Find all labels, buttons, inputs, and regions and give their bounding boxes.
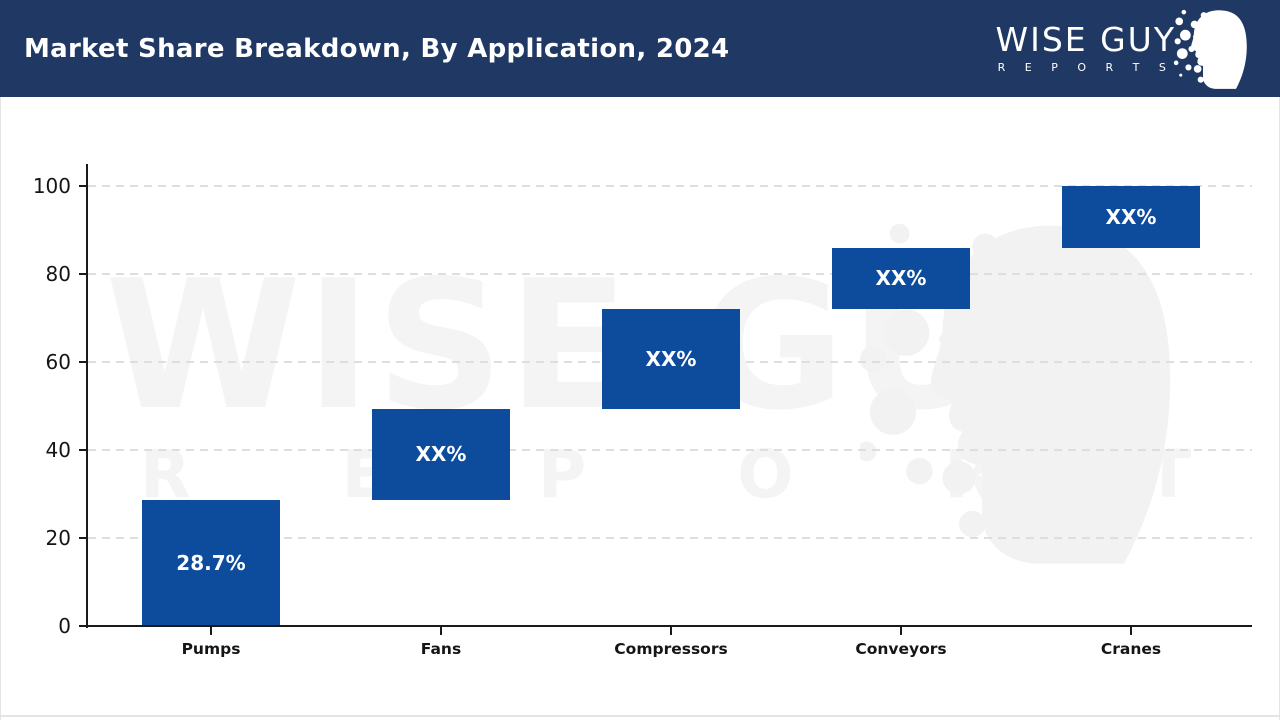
- chart-canvas: WISE GUY R E P O R T S 02040608010028.7%…: [0, 97, 1280, 720]
- bar-label-compressors: XX%: [645, 346, 697, 371]
- y-tick-20: [79, 537, 88, 539]
- y-tick-40: [79, 449, 88, 451]
- y-axis-spine: [86, 164, 88, 628]
- y-tick-label-40: 40: [45, 438, 71, 462]
- y-tick-label-60: 60: [45, 350, 71, 374]
- x-tick-label-fans: Fans: [420, 640, 462, 658]
- y-tick-label-0: 0: [58, 614, 71, 638]
- x-tick-label-cranes: Cranes: [1100, 640, 1162, 658]
- y-tick-label-100: 100: [32, 174, 71, 198]
- bar-label-conveyors: XX%: [875, 266, 927, 291]
- frame-left-edge: [0, 97, 1, 720]
- x-tick-cranes: [1130, 626, 1132, 635]
- head-profile-icon: [1173, 9, 1247, 89]
- x-tick-fans: [440, 626, 442, 635]
- y-tick-100: [79, 185, 88, 187]
- gridline-80: [88, 273, 1252, 275]
- bar-conveyors: XX%: [832, 248, 970, 309]
- x-tick-pumps: [210, 626, 212, 635]
- gridline-20: [88, 537, 1252, 539]
- y-tick-label-20: 20: [45, 526, 71, 550]
- gridline-100: [88, 185, 1252, 187]
- brand-logo-text: WISE GUY R E P O R T S: [995, 23, 1176, 74]
- x-tick-label-pumps: Pumps: [181, 640, 241, 658]
- bar-label-fans: XX%: [415, 442, 467, 467]
- bar-cranes: XX%: [1062, 186, 1200, 249]
- gridline-40: [88, 449, 1252, 451]
- bar-pumps: 28.7%: [142, 499, 280, 626]
- x-axis-spine: [86, 625, 1252, 627]
- x-tick-conveyors: [900, 626, 902, 635]
- brand-tagline: R E P O R T S: [997, 61, 1174, 74]
- y-tick-60: [79, 361, 88, 363]
- frame-bottom-edge: [0, 715, 1280, 717]
- x-tick-compressors: [670, 626, 672, 635]
- x-tick-label-compressors: Compressors: [614, 640, 728, 658]
- brand-logo: WISE GUY R E P O R T S: [995, 6, 1256, 92]
- y-tick-label-80: 80: [45, 262, 71, 286]
- bar-label-cranes: XX%: [1105, 205, 1157, 230]
- y-tick-80: [79, 273, 88, 275]
- bar-compressors: XX%: [602, 308, 740, 410]
- x-tick-label-conveyors: Conveyors: [855, 640, 947, 658]
- bar-fans: XX%: [372, 409, 510, 500]
- y-tick-0: [79, 625, 88, 627]
- header-bar: Market Share Breakdown, By Application, …: [0, 0, 1280, 97]
- bar-label-pumps: 28.7%: [176, 550, 246, 575]
- brand-name: WISE GUY: [995, 20, 1176, 59]
- page-title: Market Share Breakdown, By Application, …: [24, 33, 730, 64]
